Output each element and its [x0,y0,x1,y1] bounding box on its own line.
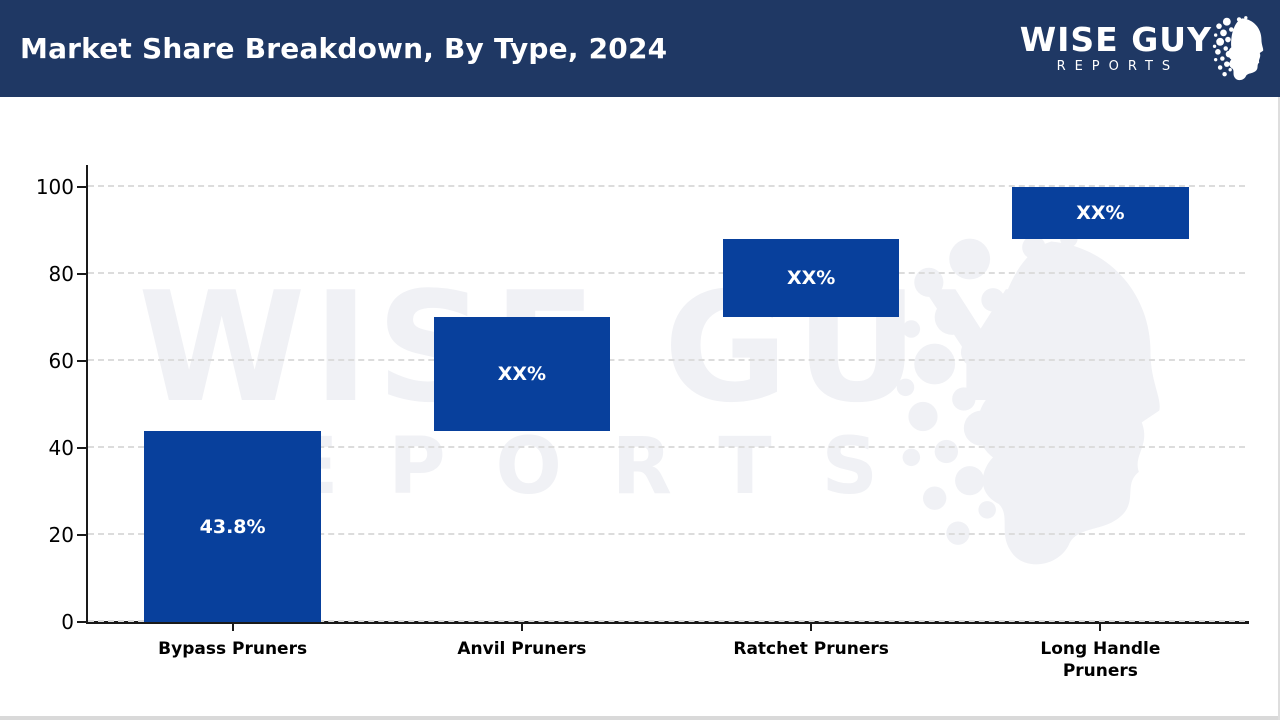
y-tick-mark-20 [77,533,86,536]
x-axis-line [86,621,1249,624]
y-tick-label-100: 100 [35,174,74,199]
gridline-20 [88,532,1245,535]
brand-name: WISE GUY [1019,20,1212,59]
y-tick-label-60: 60 [48,348,74,373]
page-title: Market Share Breakdown, By Type, 2024 [20,32,668,65]
x-axis-label-ratchet-pruners: Ratchet Pruners [733,639,889,659]
gridline-0 [88,620,1245,622]
y-tick-label-20: 20 [48,522,74,547]
y-tick-mark-40 [77,446,86,449]
x-axis-label-anvil-pruners: Anvil Pruners [457,639,587,659]
brand-logo: WISE GUY REPORTS [1020,15,1266,82]
plot-area: 0 20 40 60 80 100 43.8% Bypass Pruners XX% Anvil … [36,165,1249,681]
y-tick-mark-100 [77,185,86,188]
y-tick-mark-0 [77,621,86,623]
x-tick-mark-long-handle-pruners [1099,622,1102,631]
header-bar: Market Share Breakdown, By Type, 2024 WI… [0,0,1280,97]
bar-long-handle-pruners: XX% [1012,186,1189,239]
y-axis-line [86,165,88,622]
bar-value-label: 43.8% [199,515,266,538]
brand-head-icon [1212,16,1264,81]
bar-bypass-pruners: 43.8% [144,431,321,622]
y-tick-mark-80 [77,272,86,275]
brand-subtitle: REPORTS [1056,59,1180,74]
x-axis-label-long-handle-pruners: Long Handle Pruners [1040,639,1161,682]
brand-logo-text: WISE GUY REPORTS [1020,23,1212,74]
y-tick-label-40: 40 [48,435,74,460]
x-tick-mark-anvil-pruners [520,622,523,631]
x-axis-label-bypass-pruners: Bypass Pruners [158,639,308,659]
y-tick-label-0: 0 [61,610,74,634]
y-tick-label-80: 80 [48,261,74,286]
right-edge-divider [1278,97,1280,720]
bar-value-label: XX% [1076,201,1125,224]
gridline-80 [88,271,1245,274]
y-tick-mark-60 [77,359,86,362]
bottom-edge-divider [0,716,1280,720]
x-tick-mark-bypass-pruners [231,622,234,631]
bar-value-label: XX% [786,267,836,290]
x-tick-mark-ratchet-pruners [810,622,813,631]
bar-anvil-pruners: XX% [433,317,611,432]
gridline-40 [88,445,1245,448]
bar-value-label: XX% [497,363,547,386]
gridline-60 [88,358,1245,361]
gridline-100 [88,184,1245,187]
bar-ratchet-pruners: XX% [722,239,900,318]
